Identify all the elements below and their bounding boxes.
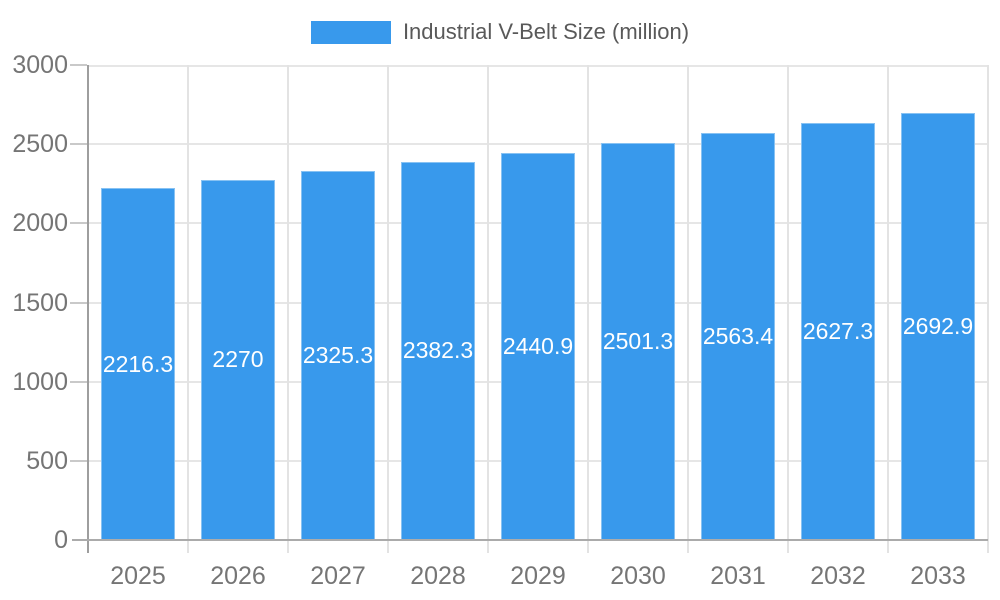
bar-2029[interactable]: 2440.9 [501, 152, 575, 539]
y-axis-tick-1000 [70, 380, 87, 383]
bar-value-label: 2501.3 [602, 327, 674, 354]
gridline-h-3000 [88, 65, 988, 67]
bar-value-label: 2440.9 [502, 332, 574, 359]
legend-swatch [310, 20, 391, 44]
y-axis-label-2000: 2000 [12, 209, 68, 238]
gridline-v-5 [587, 65, 589, 553]
bar-2031[interactable]: 2563.4 [701, 133, 775, 539]
gridline-v-3 [387, 65, 389, 553]
gridline-v-8 [887, 65, 889, 553]
bar-value-label: 2216.3 [102, 350, 174, 377]
bar-2025[interactable]: 2216.3 [101, 188, 175, 539]
y-axis-label-1500: 1500 [12, 288, 68, 317]
x-axis-label-2027: 2027 [310, 562, 366, 590]
x-axis-label-2028: 2028 [410, 562, 466, 590]
bar-2032[interactable]: 2627.3 [801, 123, 875, 539]
gridline-v-1 [187, 65, 189, 553]
x-axis-label-2033: 2033 [910, 562, 966, 590]
bar-2027[interactable]: 2325.3 [301, 170, 375, 539]
y-axis-label-500: 500 [26, 446, 68, 475]
y-axis-label-3000: 3000 [12, 51, 68, 79]
y-axis-tick-3000 [70, 64, 87, 66]
plot-area: 2216.3 2270 2325.3 2382.3 2440.9 2501.3 2563.4… [88, 65, 989, 553]
x-axis-label-2026: 2026 [210, 562, 266, 590]
legend-label: Industrial V-Belt Size (million) [402, 19, 690, 44]
gridline-v-9 [987, 65, 989, 553]
bar-value-label: 2563.4 [702, 323, 774, 350]
y-axis-label-1000: 1000 [12, 367, 68, 396]
bar-2030[interactable]: 2501.3 [601, 142, 675, 539]
gridline-h-2500 [88, 143, 988, 146]
bar-value-label: 2325.3 [302, 341, 374, 368]
gridline-v-7 [787, 65, 789, 553]
x-axis-label-2031: 2031 [710, 562, 766, 590]
y-axis-tick-1500 [70, 301, 87, 304]
y-axis-label-2500: 2500 [12, 130, 68, 159]
y-axis-line [87, 65, 89, 553]
bar-2026[interactable]: 2270 [201, 179, 275, 539]
bar-value-label: 2382.3 [402, 337, 474, 364]
x-axis-label-2025: 2025 [110, 562, 166, 590]
x-axis-label-2029: 2029 [510, 562, 566, 590]
x-axis-label-2030: 2030 [610, 562, 666, 590]
x-axis-label-2032: 2032 [810, 562, 866, 590]
x-axis-line [72, 539, 988, 541]
bar-2033[interactable]: 2692.9 [901, 112, 975, 539]
gridline-v-2 [287, 65, 289, 553]
y-axis-tick-2500 [70, 143, 87, 146]
bar-value-label: 2270 [212, 346, 264, 373]
y-axis-tick-500 [70, 459, 87, 462]
bar-2028[interactable]: 2382.3 [401, 161, 475, 539]
y-axis-label-0: 0 [54, 526, 68, 554]
bar-value-label: 2627.3 [802, 318, 874, 344]
y-axis-tick-2000 [70, 222, 87, 225]
gridline-v-6 [687, 65, 689, 553]
bar-value-label: 2692.9 [902, 312, 974, 339]
legend-item[interactable]: Industrial V-Belt Size (million) [0, 19, 1000, 45]
gridline-v-4 [487, 65, 489, 553]
